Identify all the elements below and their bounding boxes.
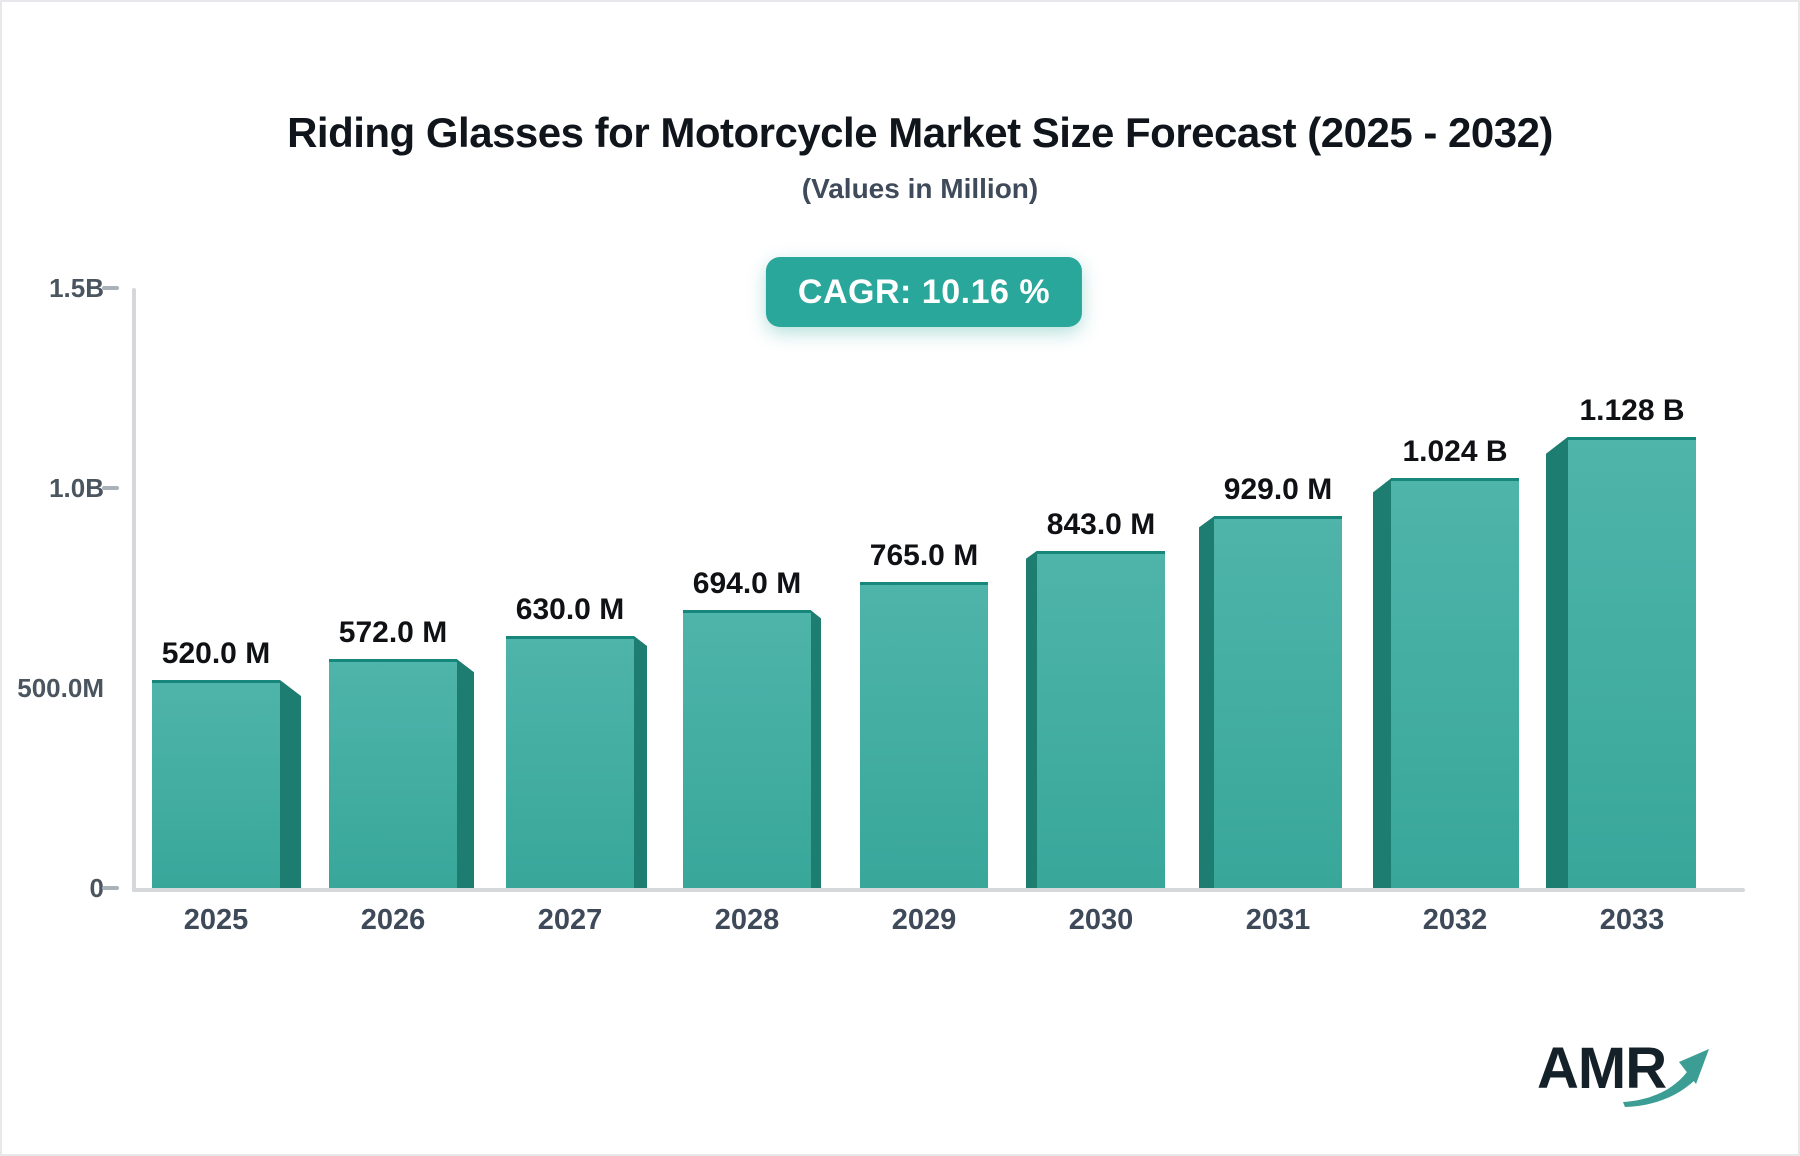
x-axis-year-label: 2033 [1599,904,1665,936]
cagr-badge: CAGR: 10.16 % [765,257,1083,327]
bar-3d-side [280,680,301,888]
x-axis-year-label: 2026 [360,904,426,936]
y-axis-tick-label: 0 [89,873,104,903]
bar-value-label: 1.024 B [1402,435,1508,469]
y-axis-tick-mark [102,886,119,890]
bar-2031 [1214,516,1342,888]
growth-arrow-icon [1623,1049,1709,1107]
bar-value-label: 1.128 B [1579,393,1685,427]
x-axis-year-label: 2032 [1422,904,1488,936]
bar-3d-side [1199,516,1214,888]
chart-subtitle: (Values in Million) [801,173,1039,204]
bar-3d-side [1026,550,1037,888]
bar-3d-side [634,636,647,888]
y-axis-tick-label: 1.0B [49,473,104,503]
bar-3d-side [811,610,821,888]
y-axis-line [132,288,136,892]
bar-3d-side [1373,478,1391,888]
bar-3d-side [1546,436,1568,888]
y-axis-tick-mark [102,486,119,490]
bar-2033 [1568,436,1696,888]
bar-2028 [683,610,811,888]
bar-value-label: 630.0 M [515,593,625,626]
bar-value-label: 929.0 M [1223,473,1333,507]
x-axis-year-label: 2029 [891,904,957,936]
bar-2032 [1391,478,1519,888]
x-axis-year-label: 2030 [1068,904,1134,936]
bar-value-label: 572.0 M [338,616,448,650]
bar-2026 [329,659,457,888]
title-block: Riding Glasses for Motorcycle Market Siz… [42,106,1798,208]
bar-2029 [860,582,988,888]
bar-value-label: 843.0 M [1046,507,1156,541]
x-axis-year-label: 2028 [714,904,780,936]
amr-logo-text: AMR [1537,1036,1667,1101]
bar-2025 [152,680,280,888]
y-axis-tick-label: 1.5B [49,273,104,303]
amr-logo: AMR [1537,1038,1717,1118]
bar-2027 [506,636,634,888]
x-axis-line [132,888,1745,892]
chart-title: Riding Glasses for Motorcycle Market Siz… [287,109,1553,156]
y-axis-tick-mark [102,286,119,290]
x-axis-year-label: 2027 [537,904,603,936]
x-axis-year-label: 2031 [1245,904,1311,936]
y-axis-tick-label: 500.0M [17,673,104,703]
bar-2030 [1037,550,1165,888]
bar-value-label: 694.0 M [692,567,802,601]
bar-value-label: 765.0 M [869,539,979,572]
x-axis-year-label: 2025 [183,904,249,936]
bar-3d-side [457,659,474,888]
bar-value-label: 520.0 M [161,637,271,670]
